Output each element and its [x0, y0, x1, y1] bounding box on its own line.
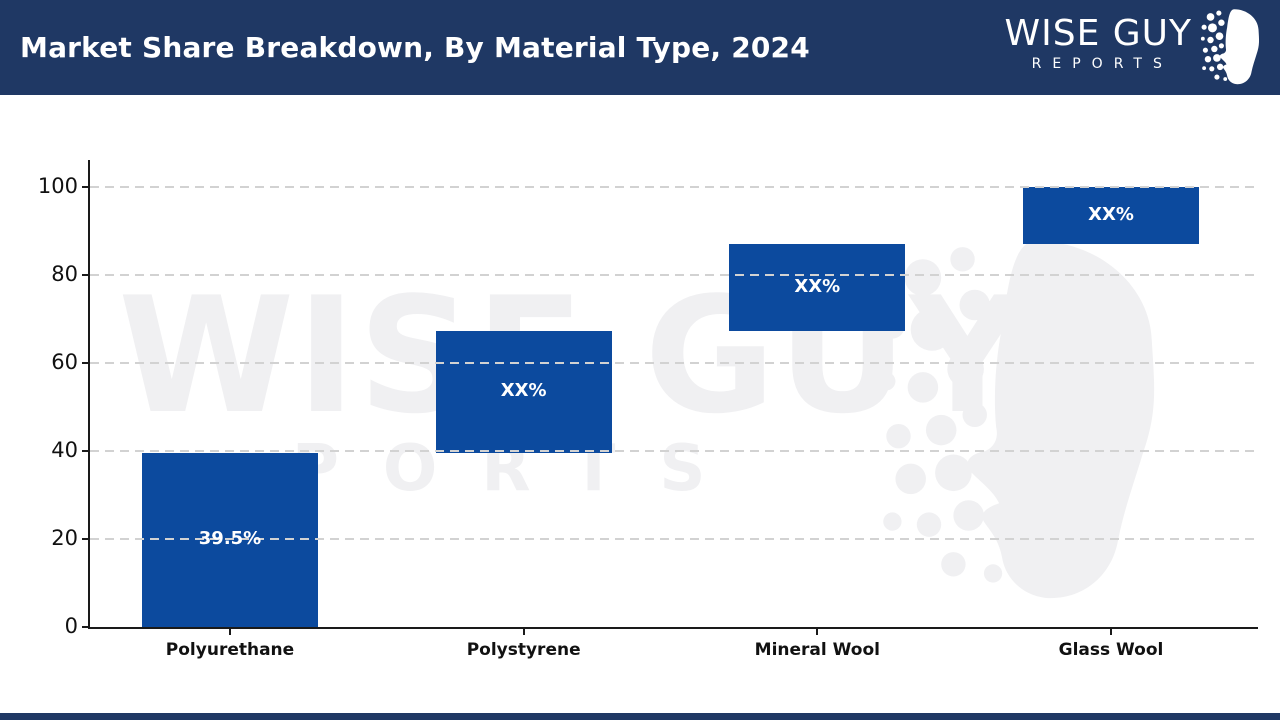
footer-bar: [0, 713, 1280, 720]
bar: [142, 453, 318, 627]
brand-name-text: WISE GUY: [1004, 13, 1192, 54]
gridline: [90, 186, 1256, 188]
brand-logo: WISE GUY REPORTS: [1005, 14, 1193, 72]
y-tick-label: 100: [37, 174, 78, 198]
bar-value-label: 39.5%: [198, 528, 262, 550]
x-tick: [229, 629, 231, 635]
gridline: [90, 362, 1256, 364]
y-tick: [82, 362, 90, 364]
bar: [1023, 187, 1199, 245]
y-tick: [82, 186, 90, 188]
watermark-face-icon: [877, 240, 1155, 599]
y-tick-label: 0: [64, 614, 78, 638]
bar-value-label: XX%: [794, 275, 841, 297]
x-tick: [816, 629, 819, 635]
gridline: [90, 450, 1256, 452]
x-axis-line: [88, 627, 1258, 629]
bar-value-label: XX%: [1088, 203, 1134, 225]
y-tick: [82, 450, 90, 452]
chart-title: Market Share Breakdown, By Material Type…: [20, 31, 810, 64]
y-tick-label: 20: [51, 526, 78, 550]
bar: [435, 331, 612, 454]
y-tick: [82, 274, 90, 276]
gridline: [90, 274, 1256, 276]
header-bar: Market Share Breakdown, By Material Type…: [0, 0, 1280, 95]
y-tick: [82, 626, 90, 628]
brand-sub-text: REPORTS: [1031, 55, 1173, 72]
x-tick: [1110, 629, 1112, 635]
y-tick-label: 40: [51, 438, 78, 462]
x-tick-label: Mineral Wool: [754, 640, 880, 660]
x-tick: [522, 629, 525, 635]
bar-value-label: XX%: [500, 380, 547, 402]
bar: [729, 244, 906, 332]
x-tick-label: Glass Wool: [1058, 640, 1164, 660]
x-tick-label: Polyurethane: [165, 640, 295, 660]
y-axis-line: [88, 160, 90, 629]
brand-face-icon: [1200, 9, 1260, 85]
x-tick-label: Polystyrene: [466, 640, 581, 660]
y-tick-label: 60: [51, 350, 78, 374]
gridline: [90, 538, 1256, 540]
y-tick-label: 80: [51, 262, 78, 286]
y-tick: [82, 538, 90, 540]
